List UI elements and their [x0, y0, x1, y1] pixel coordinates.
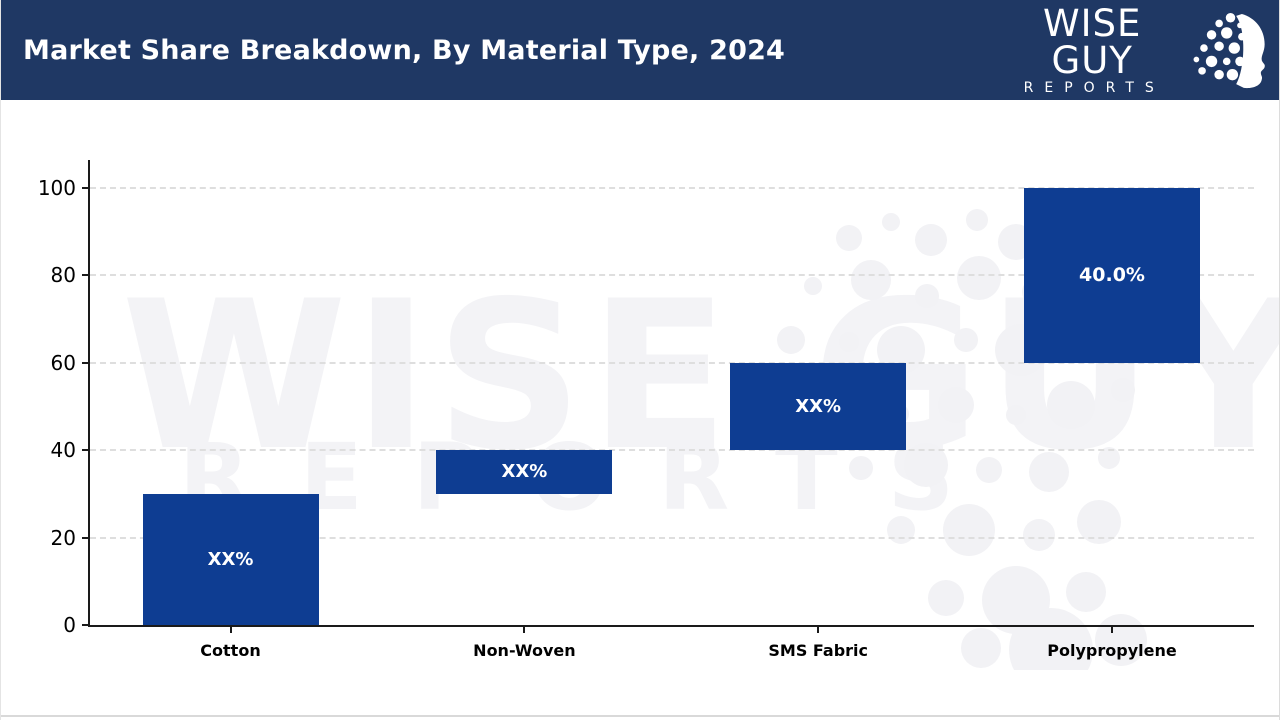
gridline-y-80 [90, 274, 1254, 277]
y-tick-label-100: 100 [37, 175, 76, 200]
bottom-divider [1, 715, 1279, 717]
gridline-y-60 [90, 361, 1254, 364]
y-tick-mark-0 [82, 624, 90, 626]
bar-value-label: XX% [795, 395, 842, 417]
brand-logo-text: WISE GUY REPORTS [1001, 5, 1183, 95]
y-tick-mark-60 [82, 361, 90, 364]
bar-cotton: XX% [142, 493, 319, 625]
x-tick-mark-3 [1111, 625, 1113, 633]
bar-value-label: XX% [501, 461, 548, 483]
x-axis-label-3: Polypropylene [1047, 641, 1177, 660]
brand-logo-face-icon [1194, 13, 1266, 89]
y-tick-mark-100 [82, 186, 90, 189]
gridline-y-20 [90, 536, 1254, 539]
brand-logo-subtitle: REPORTS [1023, 80, 1165, 96]
x-axis-label-2: SMS Fabric [768, 641, 869, 660]
page-title: Market Share Breakdown, By Material Type… [23, 34, 786, 66]
gridline-y-40 [90, 449, 1254, 452]
brand-logo: WISE GUY REPORTS [1001, 5, 1267, 95]
x-tick-mark-1 [523, 625, 526, 633]
y-tick-mark-80 [82, 274, 90, 277]
y-tick-label-20: 20 [50, 525, 76, 550]
x-axis-label-1: Non-Woven [473, 641, 576, 660]
y-tick-label-40: 40 [50, 438, 76, 463]
x-axis-line [88, 625, 1254, 627]
x-tick-mark-2 [817, 625, 820, 633]
bar-value-label: 40.0% [1079, 264, 1145, 287]
bar-value-label: XX% [207, 548, 254, 570]
y-tick-mark-40 [82, 449, 90, 452]
y-tick-label-0: 0 [63, 613, 76, 637]
y-axis-line [88, 160, 90, 627]
y-tick-label-80: 80 [50, 263, 76, 288]
x-tick-mark-0 [229, 625, 232, 633]
brand-logo-name: WISE GUY [1043, 2, 1142, 82]
bar-sms-fabric: XX% [730, 362, 907, 451]
y-tick-mark-20 [82, 536, 90, 539]
bar-non-woven: XX% [436, 450, 613, 494]
x-axis-label-0: Cotton [200, 641, 261, 660]
bar-polypropylene: 40.0% [1024, 187, 1200, 363]
header-bar: Market Share Breakdown, By Material Type… [1, 0, 1279, 100]
y-tick-label-60: 60 [50, 350, 76, 375]
gridline-y-100 [90, 186, 1254, 189]
